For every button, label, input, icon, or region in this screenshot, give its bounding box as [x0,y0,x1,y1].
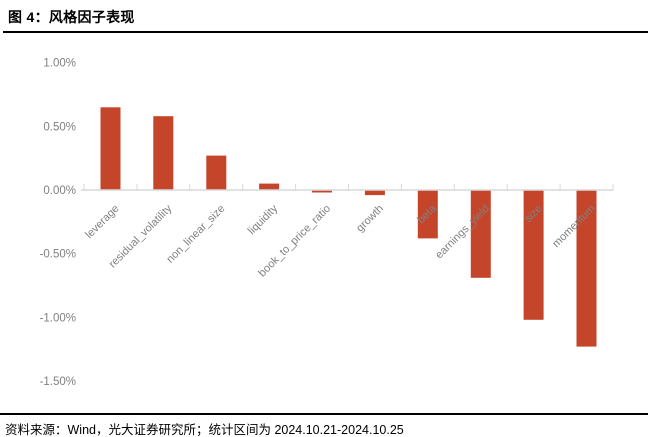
x-axis-category-label: leverage [83,203,121,241]
bar-liquidity [259,183,280,190]
figure-title: 图 4：风格因子表现 [8,9,135,25]
x-axis-category-label: non_linear_size [164,203,227,266]
y-axis-tick-label: 0.00% [43,185,76,197]
y-axis-tick-label: -0.50% [40,249,76,261]
x-axis-category-label: liquidity [246,202,281,237]
bar-book_to_price_ratio [312,190,332,193]
bar-leverage [100,107,121,190]
bar-size [523,190,544,320]
bar-momentum [576,190,597,347]
bar-non_linear_size [206,155,227,190]
y-axis-tick-label: -1.00% [40,312,76,324]
bar-growth [364,190,385,196]
source-note: 资料来源：Wind，光大证券研究所；统计区间为 2024.10.21-2024.… [5,423,404,437]
y-axis-tick-label: -1.50% [40,376,76,388]
bar-residual_volatility [153,116,174,190]
bar-earnings_yield [470,190,491,278]
footer-divider [0,413,648,415]
title-divider [3,31,648,33]
x-axis-category-label: growth [354,203,386,235]
y-axis-tick-label: 1.00% [43,58,76,70]
bar-beta [417,190,438,239]
y-axis-tick-label: 0.50% [43,121,76,133]
